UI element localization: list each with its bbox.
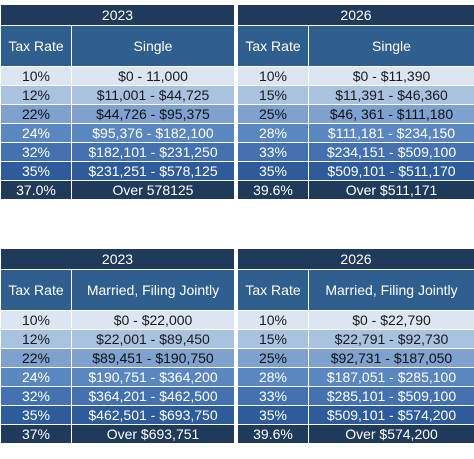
tax-rate-header: Tax Rate xyxy=(237,269,309,311)
table-row: 22% $44,726 - $95,375 25% $46, 361 - $11… xyxy=(0,104,474,124)
table-row: 32% $364,201 - $462,500 33% $285,101 - $… xyxy=(0,386,474,406)
rate-cell: 24% xyxy=(0,123,72,143)
table-row: 37.0% Over 578125 39.6% Over $511,171 xyxy=(0,180,474,200)
table-row: 10% $0 - $22,000 10% $0 - $22,790 xyxy=(0,310,474,330)
bracket-cell: $462,501 - $693,750 xyxy=(71,405,235,425)
married-header: Married, Filing Jointly xyxy=(71,269,235,311)
rate-cell: 35% xyxy=(237,405,309,425)
rate-cell: 35% xyxy=(0,161,72,181)
table-row: 24% $95,376 - $182,100 28% $111,181 - $2… xyxy=(0,123,474,143)
bracket-cell: $0 - $11,390 xyxy=(308,66,474,86)
rate-cell: 12% xyxy=(0,329,72,349)
tax-rate-header: Tax Rate xyxy=(0,25,72,67)
bracket-cell: $95,376 - $182,100 xyxy=(71,123,235,143)
table-row: 35% $462,501 - $693,750 35% $509,101 - $… xyxy=(0,405,474,425)
rate-cell: 35% xyxy=(0,405,72,425)
bracket-cell: $182,101 - $231,250 xyxy=(71,142,235,162)
bracket-cell: $0 - $22,790 xyxy=(308,310,474,330)
year-2026-header: 2026 xyxy=(237,248,474,270)
table-row: 12% $22,001 - $89,450 15% $22,791 - $92,… xyxy=(0,329,474,349)
year-2023-header: 2023 xyxy=(0,4,235,26)
bracket-cell: $285,101 - $509,100 xyxy=(308,386,474,406)
rate-cell: 25% xyxy=(237,104,309,124)
bracket-cell: $92,731 - $187,050 xyxy=(308,348,474,368)
rate-cell: 22% xyxy=(0,104,72,124)
rate-cell: 28% xyxy=(237,367,309,387)
rate-cell: 39.6% xyxy=(237,424,309,444)
tax-rate-header: Tax Rate xyxy=(0,269,72,311)
rate-cell: 33% xyxy=(237,142,309,162)
table-row: 12% $11,001 - $44,725 15% $11,391 - $46,… xyxy=(0,85,474,105)
bracket-cell: $364,201 - $462,500 xyxy=(71,386,235,406)
table-row: 22% $89,451 - $190,750 25% $92,731 - $18… xyxy=(0,348,474,368)
bracket-cell: $509,101 - $511,170 xyxy=(308,161,474,181)
year-2026-header: 2026 xyxy=(237,4,474,26)
tax-rate-header: Tax Rate xyxy=(237,25,309,67)
bracket-cell: $0 - 11,000 xyxy=(71,66,235,86)
bracket-cell: $0 - $22,000 xyxy=(71,310,235,330)
married-header: Married, Filing Jointly xyxy=(308,269,474,311)
single-header: Single xyxy=(71,25,235,67)
rate-cell: 10% xyxy=(0,310,72,330)
bracket-cell: $46, 361 - $111,180 xyxy=(308,104,474,124)
bracket-cell: $509,101 - $574,200 xyxy=(308,405,474,425)
table-row: 32% $182,101 - $231,250 33% $234,151 - $… xyxy=(0,142,474,162)
rate-cell: 28% xyxy=(237,123,309,143)
bracket-cell: $22,791 - $92,730 xyxy=(308,329,474,349)
single-tax-table: 2023 2026 Tax Rate Single Tax Rate Singl… xyxy=(0,4,474,200)
rate-cell: 35% xyxy=(237,161,309,181)
rate-cell: 39.6% xyxy=(237,180,309,200)
rate-cell: 33% xyxy=(237,386,309,406)
rate-cell: 24% xyxy=(0,367,72,387)
bracket-cell: $11,001 - $44,725 xyxy=(71,85,235,105)
rate-cell: 15% xyxy=(237,85,309,105)
rate-cell: 10% xyxy=(0,66,72,86)
rate-cell: 15% xyxy=(237,329,309,349)
bracket-cell: $111,181 - $234,150 xyxy=(308,123,474,143)
rate-cell: 32% xyxy=(0,386,72,406)
rate-cell: 32% xyxy=(0,142,72,162)
single-header: Single xyxy=(308,25,474,67)
bracket-cell: $44,726 - $95,375 xyxy=(71,104,235,124)
bracket-cell: $11,391 - $46,360 xyxy=(308,85,474,105)
bracket-cell: $187,051 - $285,100 xyxy=(308,367,474,387)
bracket-cell: Over $511,171 xyxy=(308,180,474,200)
year-2023-header: 2023 xyxy=(0,248,235,270)
bracket-cell: Over $574,200 xyxy=(308,424,474,444)
bracket-cell: $89,451 - $190,750 xyxy=(71,348,235,368)
table-row: 10% $0 - 11,000 10% $0 - $11,390 xyxy=(0,66,474,86)
table-row: 37% Over $693,751 39.6% Over $574,200 xyxy=(0,424,474,444)
bracket-cell: $234,151 - $509,100 xyxy=(308,142,474,162)
table-row: 24% $190,751 - $364,200 28% $187,051 - $… xyxy=(0,367,474,387)
rate-cell: 37.0% xyxy=(0,180,72,200)
bracket-cell: $22,001 - $89,450 xyxy=(71,329,235,349)
married-tax-table: 2023 2026 Tax Rate Married, Filing Joint… xyxy=(0,248,474,444)
bracket-cell: $190,751 - $364,200 xyxy=(71,367,235,387)
rate-cell: 10% xyxy=(237,66,309,86)
table-row: 35% $231,251 - $578,125 35% $509,101 - $… xyxy=(0,161,474,181)
rate-cell: 12% xyxy=(0,85,72,105)
rate-cell: 10% xyxy=(237,310,309,330)
rate-cell: 25% xyxy=(237,348,309,368)
rate-cell: 22% xyxy=(0,348,72,368)
bracket-cell: Over 578125 xyxy=(71,180,235,200)
bracket-cell: Over $693,751 xyxy=(71,424,235,444)
bracket-cell: $231,251 - $578,125 xyxy=(71,161,235,181)
rate-cell: 37% xyxy=(0,424,72,444)
